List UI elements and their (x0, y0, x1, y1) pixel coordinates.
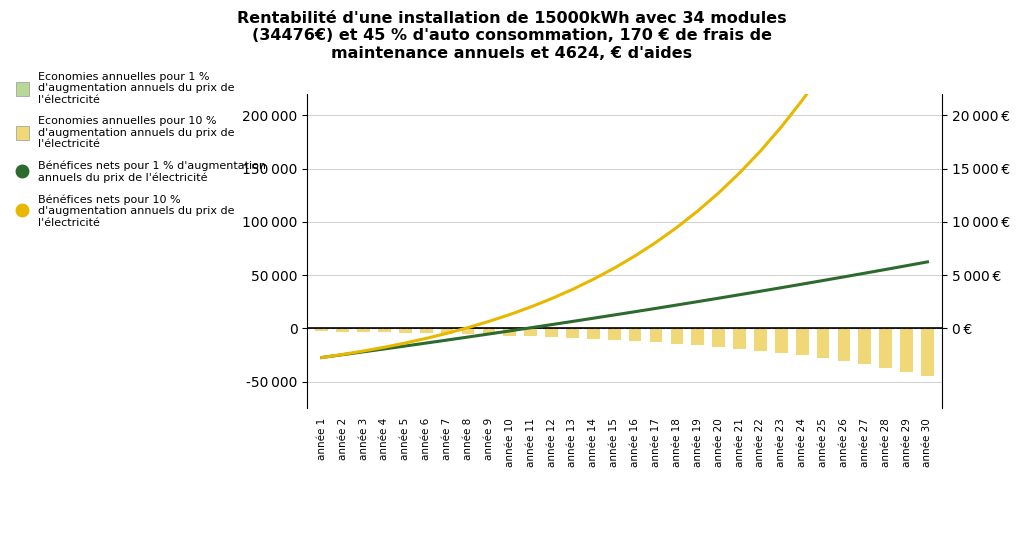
Bar (671, 328, 683, 332)
Bar (315, 328, 328, 331)
Bar (817, 328, 829, 358)
Bar (754, 328, 767, 351)
Bar (838, 328, 850, 361)
Bar (587, 328, 600, 332)
Bar (336, 328, 349, 332)
Bar (608, 328, 621, 332)
Bar (399, 328, 412, 332)
Bar (545, 328, 558, 332)
Bar (629, 328, 641, 332)
Bar (399, 328, 412, 333)
Bar (838, 328, 850, 332)
Bar (922, 328, 934, 332)
Bar (691, 328, 705, 332)
Bar (420, 328, 432, 332)
Bar (817, 328, 829, 332)
Bar (880, 328, 892, 332)
Bar (566, 328, 579, 332)
Bar (315, 328, 328, 331)
Bar (420, 328, 432, 333)
Bar (858, 328, 871, 332)
Bar (880, 328, 892, 368)
Bar (796, 328, 809, 355)
Bar (733, 328, 745, 348)
Bar (900, 328, 913, 371)
Bar (587, 328, 600, 339)
Text: Rentabilité d'une installation de 15000kWh avec 34 modules
(34476€) et 45 % d'au: Rentabilité d'une installation de 15000k… (238, 11, 786, 61)
Bar (482, 328, 496, 335)
Bar (378, 328, 391, 332)
Bar (754, 328, 767, 332)
Bar (629, 328, 641, 341)
Bar (336, 328, 349, 332)
Bar (649, 328, 663, 342)
Bar (482, 328, 496, 332)
Legend: Economies annuelles pour 1 %
d'augmentation annuels du prix de
l'électricité, Ec: Economies annuelles pour 1 % d'augmentat… (15, 72, 266, 228)
Bar (566, 328, 579, 338)
Bar (504, 328, 516, 336)
Bar (608, 328, 621, 340)
Bar (524, 328, 537, 336)
Bar (671, 328, 683, 343)
Bar (796, 328, 809, 332)
Bar (713, 328, 725, 332)
Bar (900, 328, 913, 332)
Bar (713, 328, 725, 347)
Bar (691, 328, 705, 345)
Bar (775, 328, 787, 353)
Bar (440, 328, 454, 332)
Bar (357, 328, 370, 332)
Bar (504, 328, 516, 332)
Bar (858, 328, 871, 364)
Bar (922, 328, 934, 376)
Bar (378, 328, 391, 332)
Bar (462, 328, 474, 332)
Bar (462, 328, 474, 335)
Bar (545, 328, 558, 337)
Bar (649, 328, 663, 332)
Bar (733, 328, 745, 332)
Bar (357, 328, 370, 332)
Bar (524, 328, 537, 332)
Bar (440, 328, 454, 334)
Bar (775, 328, 787, 332)
